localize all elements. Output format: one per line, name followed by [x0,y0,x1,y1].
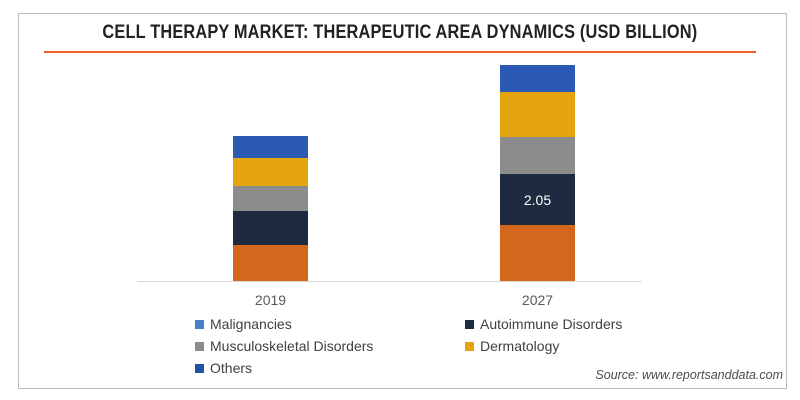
legend-swatch-icon [465,320,474,329]
stacked-bar-2019 [233,135,308,281]
legend-swatch-icon [195,320,204,329]
bar-segment-2027-dermatology [500,91,575,137]
bar-segment-2027-malignancies [500,224,575,281]
bar-segment-2019-musculoskeletal-disorders [233,185,308,211]
bar-segment-2019-dermatology [233,158,308,186]
legend-swatch-icon [195,364,204,373]
legend-item-malignancies: Malignancies [195,317,465,332]
legend-swatch-icon [195,342,204,351]
bar-segment-2027-others [500,65,575,92]
stacked-bar-2027: 2.05 [500,65,575,281]
legend-label: Malignancies [210,316,292,332]
bar-segment-2019-others [233,135,308,159]
legend-label: Dermatology [480,338,560,354]
chart-title: CELL THERAPY MARKET: THERAPEUTIC AREA DY… [102,22,698,43]
legend-item-others: Others [195,361,465,376]
chart-border-frame [18,13,787,389]
bar-segment-2019-malignancies [233,244,308,281]
legend-label: Musculoskeletal Disorders [210,338,374,354]
legend-item-musculoskeletal-disorders: Musculoskeletal Disorders [195,339,465,354]
data-label: 2.05 [523,191,552,208]
legend-label: Autoimmune Disorders [480,316,623,332]
source-note: Source: www.reportsanddata.com [595,368,783,382]
legend: Malignancies Autoimmune Disorders Musculos… [195,317,622,376]
legend-swatch-icon [465,342,474,351]
legend-item-dermatology: Dermatology [465,339,622,354]
x-axis-line [137,281,642,282]
chart-title-wrap: CELL THERAPY MARKET: THERAPEUTIC AREA DY… [0,22,800,44]
bar-segment-2027-autoimmune-disorders: 2.05 [500,174,575,225]
legend-item-autoimmune-disorders: Autoimmune Disorders [465,317,622,332]
bar-segment-2019-autoimmune-disorders [233,210,308,245]
x-tick-label-2027: 2027 [521,292,554,308]
title-accent-rule [44,51,756,53]
bar-segment-2027-musculoskeletal-disorders [500,136,575,175]
legend-label: Others [210,360,253,376]
x-tick-label-2019: 2019 [254,292,287,308]
